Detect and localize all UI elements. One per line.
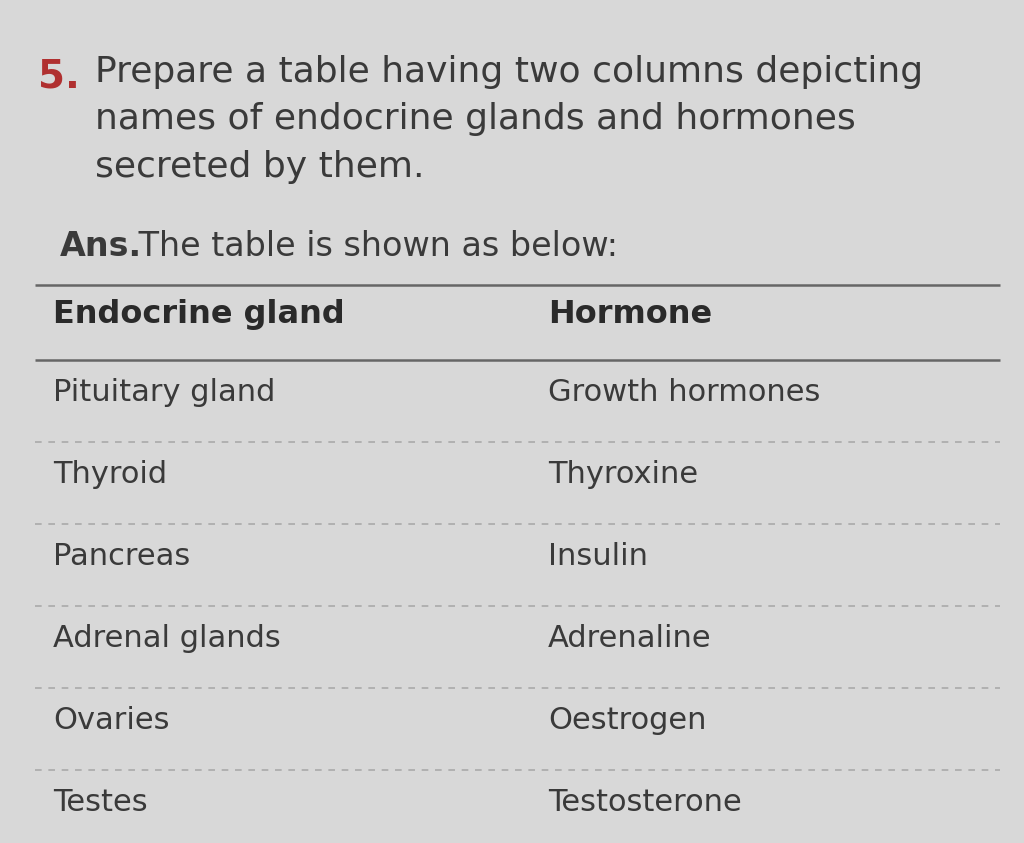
Text: Thyroid: Thyroid: [53, 460, 167, 489]
Text: Pituitary gland: Pituitary gland: [53, 378, 275, 407]
Text: Hormone: Hormone: [548, 299, 712, 330]
Text: Ovaries: Ovaries: [53, 706, 170, 735]
Text: Thyroxine: Thyroxine: [548, 460, 698, 489]
Text: Testosterone: Testosterone: [548, 788, 741, 817]
Text: Adrenaline: Adrenaline: [548, 624, 712, 653]
Text: Growth hormones: Growth hormones: [548, 378, 820, 407]
Text: Ans.: Ans.: [60, 230, 142, 263]
Text: The table is shown as below:: The table is shown as below:: [128, 230, 618, 263]
Text: Pancreas: Pancreas: [53, 542, 190, 571]
Text: Oestrogen: Oestrogen: [548, 706, 707, 735]
Text: Adrenal glands: Adrenal glands: [53, 624, 281, 653]
Text: Prepare a table having two columns depicting
names of endocrine glands and hormo: Prepare a table having two columns depic…: [95, 55, 923, 184]
Text: Endocrine gland: Endocrine gland: [53, 299, 345, 330]
Text: 5.: 5.: [38, 58, 80, 96]
Text: Testes: Testes: [53, 788, 147, 817]
Text: Insulin: Insulin: [548, 542, 648, 571]
